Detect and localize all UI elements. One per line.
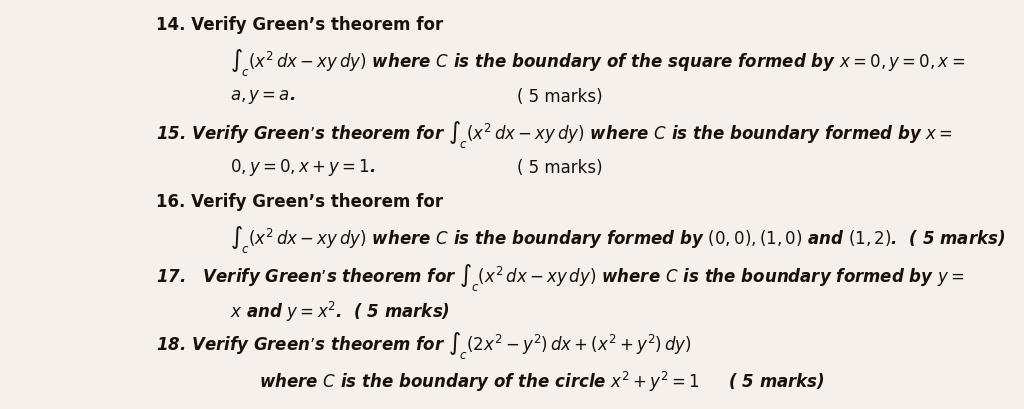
Text: 17.   Verify Green’s theorem for $\int_c (x^2\,dx - xy\,dy)$ where $C$ is the bo: 17. Verify Green’s theorem for $\int_c (… — [156, 262, 965, 293]
Text: 16. Verify Green’s theorem for: 16. Verify Green’s theorem for — [156, 193, 442, 211]
Text: where $C$ is the boundary of the circle $x^2 + y^2 = 1$     ( 5 marks): where $C$ is the boundary of the circle … — [259, 371, 825, 394]
Text: $x$ and $y = x^2$.  ( 5 marks): $x$ and $y = x^2$. ( 5 marks) — [230, 300, 451, 324]
Text: ( 5 marks): ( 5 marks) — [517, 88, 603, 106]
Text: $0, y = 0, x + y = 1$.: $0, y = 0, x + y = 1$. — [230, 157, 376, 178]
Text: 15. Verify Green’s theorem for $\int_c (x^2\,dx - xy\,dy)$ where $C$ is the boun: 15. Verify Green’s theorem for $\int_c (… — [156, 119, 952, 150]
Text: $a, y = a$.: $a, y = a$. — [230, 88, 296, 106]
Text: $\int_c (x^2\,dx - xy\,dy)$ where $C$ is the boundary formed by $(0,0), (1,0)$ a: $\int_c (x^2\,dx - xy\,dy)$ where $C$ is… — [230, 224, 1006, 255]
Text: 18. Verify Green’s theorem for $\int_c (2x^2 - y^2)\,dx + (x^2 + y^2)\,dy)$: 18. Verify Green’s theorem for $\int_c (… — [156, 330, 691, 361]
Text: ( 5 marks): ( 5 marks) — [517, 159, 603, 177]
Text: 14. Verify Green’s theorem for: 14. Verify Green’s theorem for — [156, 16, 443, 34]
Text: $\int_c (x^2\,dx - xy\,dy)$ where $C$ is the boundary of the square formed by $x: $\int_c (x^2\,dx - xy\,dy)$ where $C$ is… — [230, 47, 966, 78]
